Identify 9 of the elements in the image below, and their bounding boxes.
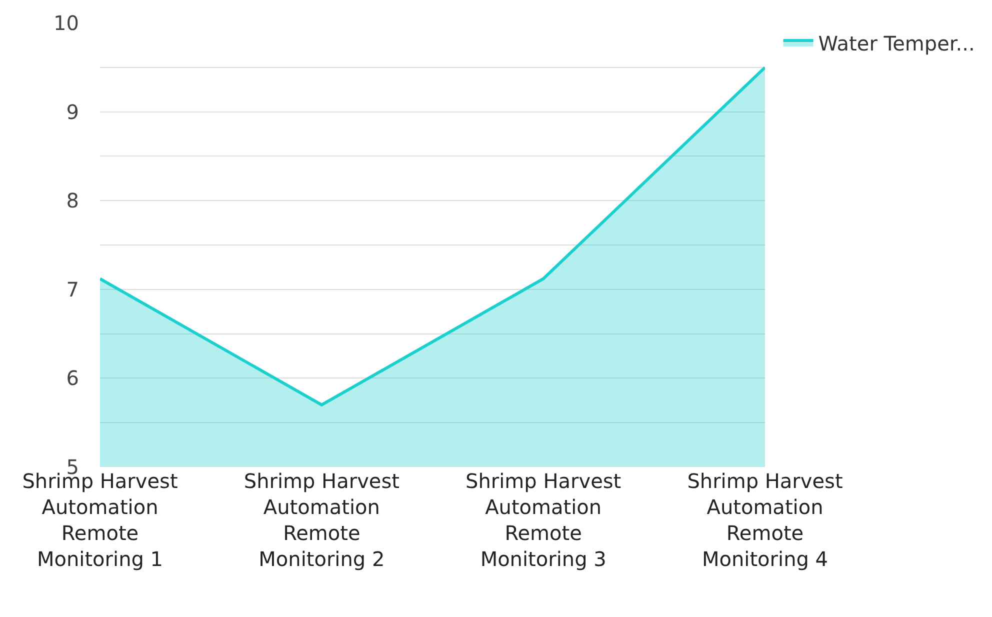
y-tick-label: 10 [54,11,79,35]
x-tick-label: Shrimp Harvest Automation Remote Monitoring 2 [244,469,400,571]
x-tick-label: Shrimp Harvest Automation Remote Monitoring 4 [687,469,843,571]
y-tick-label: 9 [66,100,79,124]
y-tick-label: 7 [66,277,79,302]
legend-label: Water Temper... [818,31,975,56]
y-tick-label: 8 [66,188,79,213]
y-tick-label: 6 [66,366,79,390]
x-tick-label: Shrimp Harvest Automation Remote Monitoring 3 [466,469,622,571]
